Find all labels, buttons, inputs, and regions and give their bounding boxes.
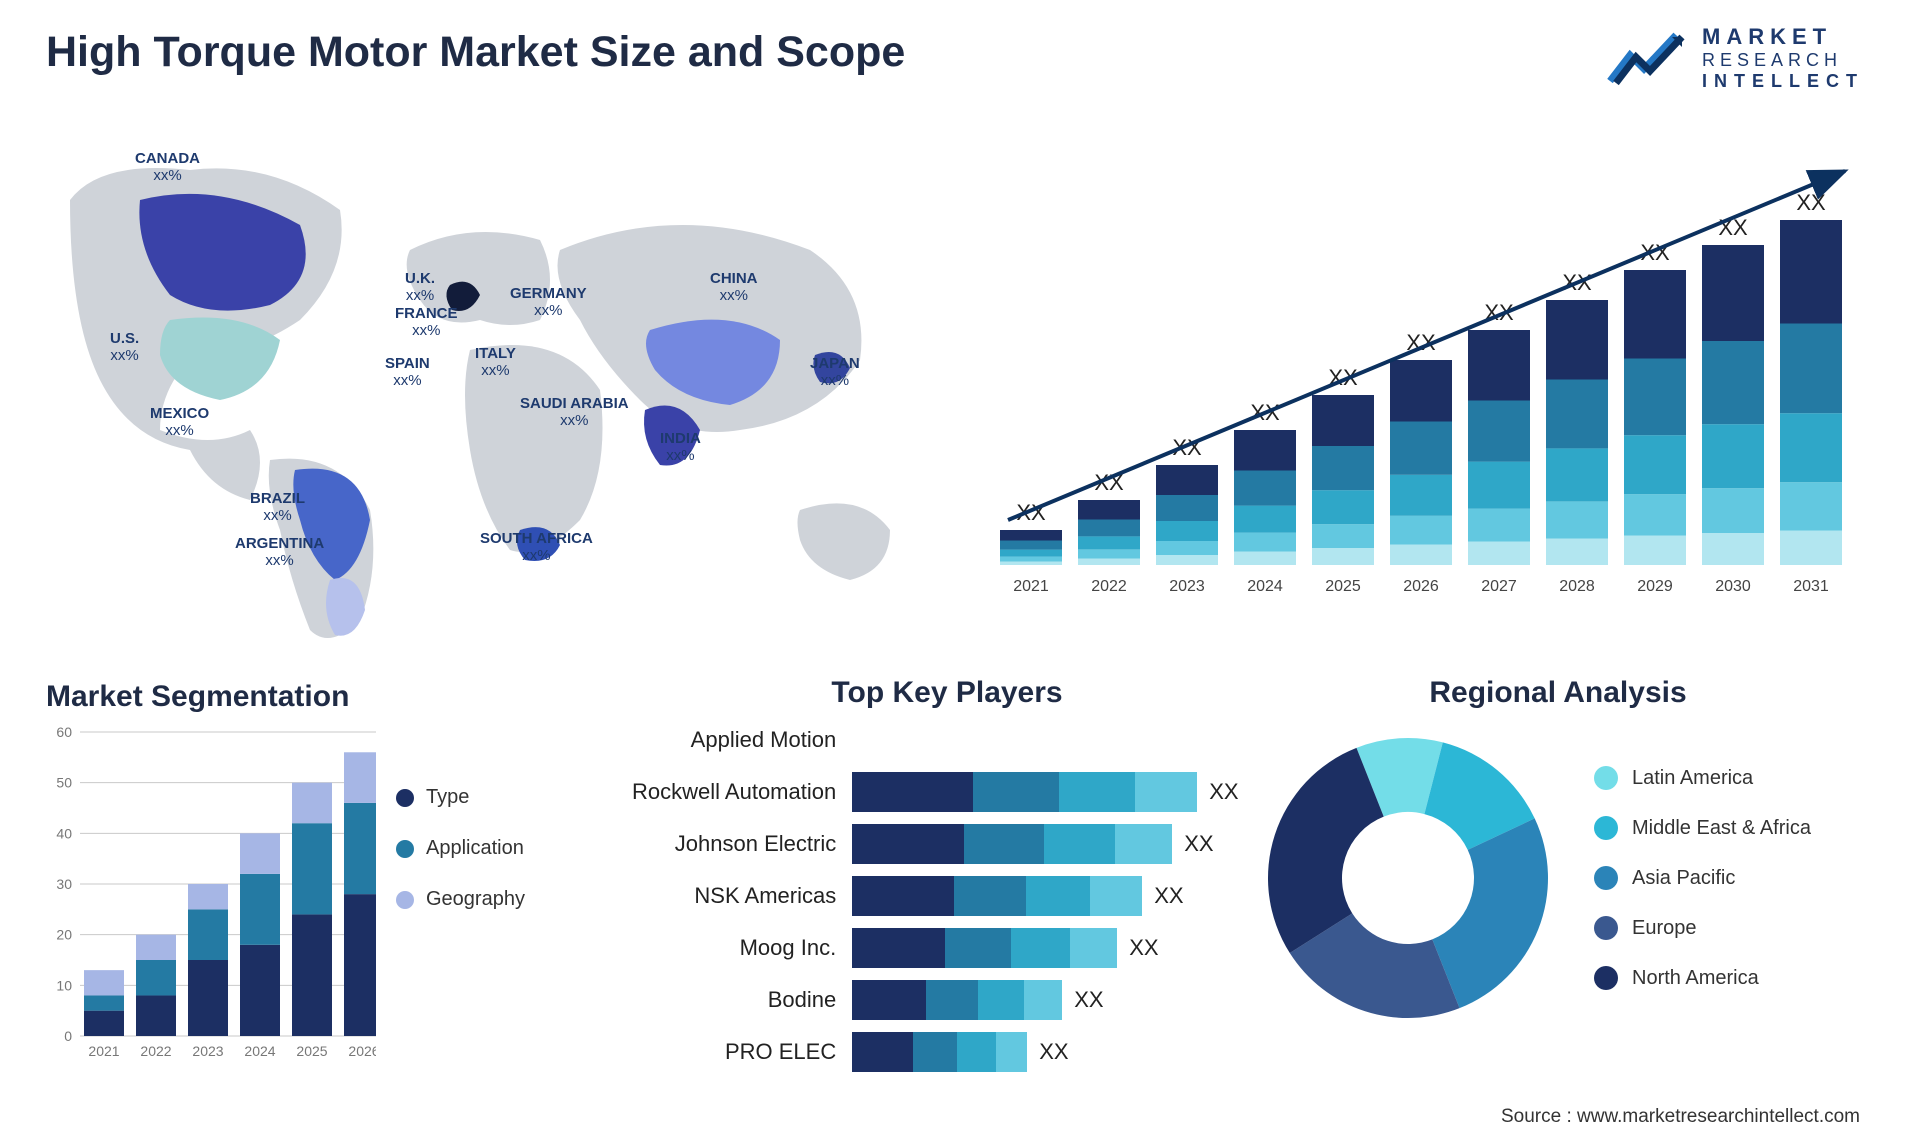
country-label: CHINAxx% (710, 270, 758, 305)
logo-text-1: MARKET (1702, 24, 1864, 50)
player-bar-row: XX (852, 824, 1262, 864)
svg-text:2023: 2023 (192, 1043, 223, 1059)
player-value: XX (1074, 987, 1103, 1013)
players-names: Applied Motion Rockwell Automation Johnson… (632, 720, 836, 1072)
player-name: Bodine (768, 980, 837, 1020)
seg-legend-item: Application (396, 837, 525, 860)
country-label: INDIAxx% (660, 430, 701, 465)
segmentation-legend: Type Application Geography (396, 726, 525, 911)
world-map-svg (40, 130, 910, 660)
player-name: Moog Inc. (740, 928, 837, 968)
svg-text:2022: 2022 (1091, 578, 1127, 595)
player-value: XX (1129, 935, 1158, 961)
source-text: Source : www.marketresearchintellect.com (1501, 1106, 1860, 1128)
regional-legend-item: Latin America (1594, 766, 1811, 790)
svg-text:30: 30 (56, 876, 72, 892)
svg-text:20: 20 (56, 927, 72, 943)
svg-text:60: 60 (56, 726, 72, 740)
player-bar-row: XX (852, 772, 1262, 812)
svg-text:2026: 2026 (348, 1043, 376, 1059)
svg-text:2029: 2029 (1637, 578, 1673, 595)
country-label: FRANCExx% (395, 305, 458, 340)
svg-text:2021: 2021 (1013, 578, 1049, 595)
svg-text:2025: 2025 (1325, 578, 1361, 595)
country-label: GERMANYxx% (510, 285, 587, 320)
regional-title: Regional Analysis (1258, 676, 1858, 710)
segmentation-title: Market Segmentation (46, 680, 616, 714)
svg-text:2023: 2023 (1169, 578, 1205, 595)
svg-text:2028: 2028 (1559, 578, 1595, 595)
country-label: MEXICOxx% (150, 405, 209, 440)
country-label: SPAINxx% (385, 355, 430, 390)
country-label: CANADAxx% (135, 150, 200, 185)
regional-donut-svg (1258, 728, 1558, 1028)
brand-logo: MARKET RESEARCH INTELLECT (1606, 24, 1864, 92)
player-bar-row (852, 720, 1262, 760)
logo-text-3: INTELLECT (1702, 71, 1864, 92)
country-label: JAPANxx% (810, 355, 860, 390)
svg-text:2024: 2024 (244, 1043, 275, 1059)
player-value: XX (1209, 779, 1238, 805)
regional-legend-item: Asia Pacific (1594, 866, 1811, 890)
player-bar-row: XX (852, 1032, 1262, 1072)
svg-text:50: 50 (56, 775, 72, 791)
svg-text:2021: 2021 (88, 1043, 119, 1059)
world-map: CANADAxx% U.S.xx% MEXICOxx% BRAZILxx% ARGENT… (40, 130, 910, 660)
player-name: Johnson Electric (675, 824, 836, 864)
player-bar-row: XX (852, 928, 1262, 968)
growth-chart: XX2021XX2022XX2023XX2024XX2025XX2026XX20… (990, 165, 1860, 605)
svg-text:2026: 2026 (1403, 578, 1439, 595)
player-name: PRO ELEC (725, 1032, 836, 1072)
svg-text:40: 40 (56, 825, 72, 841)
player-value: XX (1184, 831, 1213, 857)
svg-text:0: 0 (64, 1028, 72, 1044)
logo-icon (1606, 27, 1690, 89)
country-label: BRAZILxx% (250, 490, 305, 525)
player-name: NSK Americas (694, 876, 836, 916)
svg-text:2024: 2024 (1247, 578, 1283, 595)
player-value: XX (1154, 883, 1183, 909)
svg-text:2025: 2025 (296, 1043, 327, 1059)
country-label: U.K.xx% (405, 270, 435, 305)
country-label: ARGENTINAxx% (235, 535, 324, 570)
seg-legend-item: Type (396, 786, 525, 809)
players-title: Top Key Players (632, 676, 1262, 710)
seg-legend-item: Geography (396, 888, 525, 911)
players-bars: XXXXXXXXXXXX (852, 720, 1262, 1072)
svg-text:XX: XX (1796, 190, 1826, 215)
logo-text-2: RESEARCH (1702, 50, 1864, 71)
player-name: Rockwell Automation (632, 772, 836, 812)
player-name: Applied Motion (691, 720, 837, 760)
regional-legend: Latin America Middle East & Africa Asia Pa… (1594, 766, 1811, 990)
regional-legend-item: North America (1594, 966, 1811, 990)
country-label: U.S.xx% (110, 330, 139, 365)
regional-legend-item: Middle East & Africa (1594, 816, 1811, 840)
regional-legend-item: Europe (1594, 916, 1811, 940)
country-label: SAUDI ARABIAxx% (520, 395, 629, 430)
country-label: SOUTH AFRICAxx% (480, 530, 593, 565)
player-bar-row: XX (852, 876, 1262, 916)
segmentation-section: Market Segmentation 0 10 20 30 40 50 60 2021 202… (46, 680, 616, 1080)
segmentation-chart-svg: 0 10 20 30 40 50 60 2021 2022 2023 2024 2025 2026 (46, 726, 376, 1066)
svg-text:2031: 2031 (1793, 578, 1829, 595)
svg-text:2022: 2022 (140, 1043, 171, 1059)
svg-text:2027: 2027 (1481, 578, 1517, 595)
svg-text:2030: 2030 (1715, 578, 1751, 595)
player-bar-row: XX (852, 980, 1262, 1020)
player-value: XX (1039, 1039, 1068, 1065)
page-title: High Torque Motor Market Size and Scope (46, 28, 905, 77)
growth-chart-svg: XX2021XX2022XX2023XX2024XX2025XX2026XX20… (990, 165, 1860, 605)
regional-section: Regional Analysis Latin America Middle Ea… (1258, 676, 1858, 1096)
country-label: ITALYxx% (475, 345, 516, 380)
players-section: Top Key Players Applied Motion Rockwell A… (632, 676, 1262, 1096)
svg-text:10: 10 (56, 977, 72, 993)
